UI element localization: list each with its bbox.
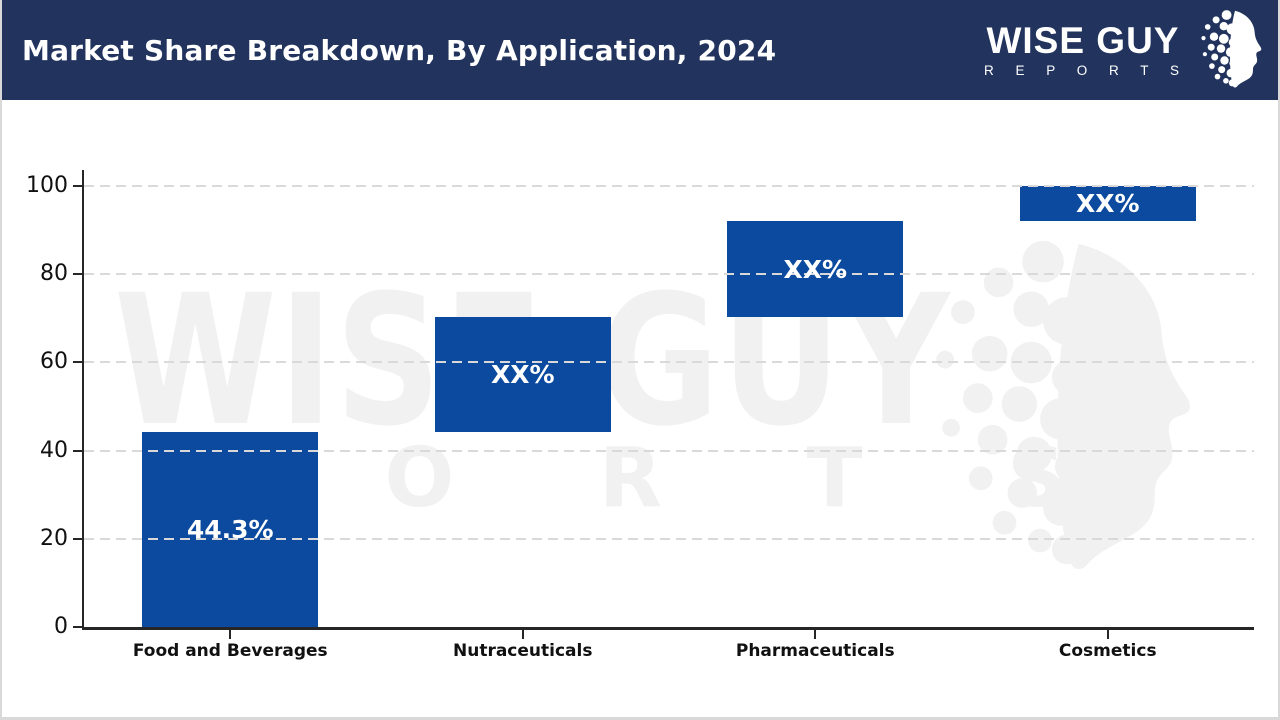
y-tick-mark bbox=[73, 185, 82, 187]
logo-wordmark: WISE GUY bbox=[986, 20, 1180, 62]
logo-subtext: R E P O R T S bbox=[983, 63, 1188, 79]
y-tick-label: 60 bbox=[40, 349, 68, 375]
y-tick-label: 80 bbox=[40, 261, 68, 287]
y-tick-mark bbox=[73, 537, 82, 540]
y-tick-mark bbox=[73, 626, 82, 628]
category-label: Nutraceuticals bbox=[453, 641, 593, 661]
wiseguy-logo: WISE GUY R E P O R T S bbox=[978, 8, 1264, 92]
bar-value-label: XX% bbox=[783, 254, 848, 284]
y-tick-label: 20 bbox=[40, 525, 68, 551]
x-tick-mark bbox=[229, 630, 232, 639]
x-tick-mark bbox=[521, 630, 524, 639]
bar-pharmaceuticals bbox=[727, 220, 904, 317]
gridline-100 bbox=[84, 185, 1254, 187]
y-tick-label: 100 bbox=[26, 173, 68, 198]
x-axis-line bbox=[82, 627, 1254, 630]
category-label: Cosmetics bbox=[1058, 641, 1157, 661]
y-tick-label: 0 bbox=[54, 614, 68, 639]
bar-value-label: XX% bbox=[490, 360, 555, 390]
gridline-20 bbox=[84, 537, 1254, 540]
bar-value-label: XX% bbox=[1075, 189, 1140, 219]
gridline-60 bbox=[84, 361, 1254, 364]
header: Market Share Breakdown, By Application, … bbox=[2, 0, 1278, 100]
y-tick-mark bbox=[73, 449, 82, 452]
page-title: Market Share Breakdown, By Application, … bbox=[22, 33, 777, 67]
category-label: Pharmaceuticals bbox=[735, 641, 895, 661]
bar-nutraceuticals bbox=[434, 316, 611, 432]
gridline-80 bbox=[84, 273, 1254, 276]
bar-value-label: 44.3% bbox=[186, 515, 274, 545]
category-label: Food and Beverages bbox=[132, 641, 328, 661]
y-tick-mark bbox=[73, 273, 82, 276]
y-tick-label: 40 bbox=[40, 437, 68, 463]
x-tick-mark bbox=[1106, 630, 1109, 639]
bar-food-and-beverages bbox=[142, 431, 319, 627]
y-axis-line bbox=[82, 170, 84, 629]
dotted-head-profile-icon bbox=[1201, 10, 1262, 88]
y-tick-mark bbox=[73, 361, 82, 364]
gridline-40 bbox=[84, 449, 1254, 452]
x-tick-mark bbox=[814, 630, 817, 639]
bar-cosmetics bbox=[1019, 186, 1196, 221]
